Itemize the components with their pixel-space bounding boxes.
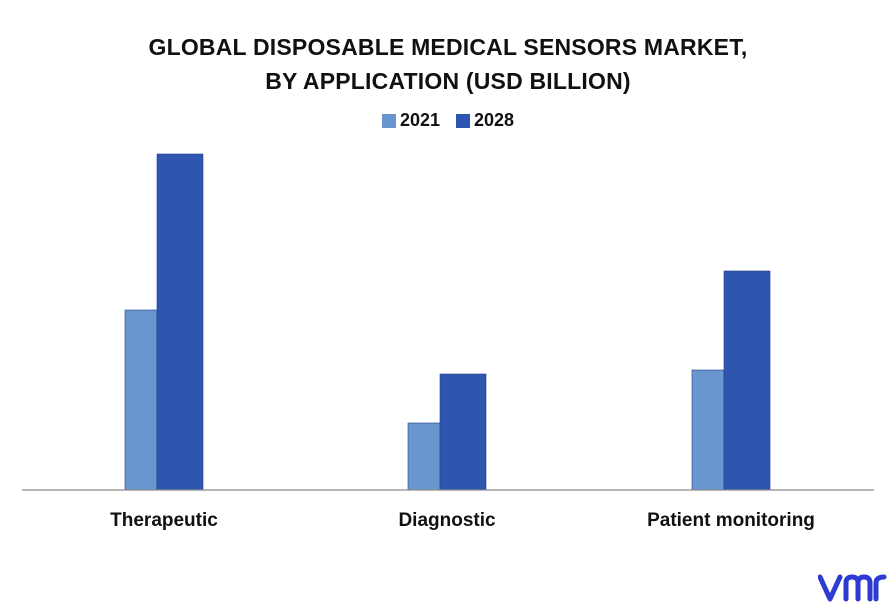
bar-2021-therapeutic <box>124 309 158 491</box>
vmr-logo-icon <box>817 569 890 610</box>
category-label-therapeutic: Therapeutic <box>110 510 218 531</box>
bar-2021-diagnostic <box>407 422 441 491</box>
chart-legend: 2021 2028 <box>0 110 896 131</box>
legend-item-2028: 2028 <box>456 110 514 131</box>
legend-label-2021: 2021 <box>399 110 440 130</box>
bar-2028-diagnostic <box>439 373 487 491</box>
category-labels: Therapeutic Diagnostic Patient monitoring <box>110 510 815 531</box>
legend-swatch-2028 <box>456 113 470 128</box>
chart-title-line2: BY APPLICATION (USD BILLION) <box>265 68 631 94</box>
bars-group <box>124 153 771 491</box>
bar-2028-patient-monitoring <box>723 270 771 491</box>
category-label-diagnostic: Diagnostic <box>398 510 496 531</box>
legend-item-2021: 2021 <box>381 110 440 131</box>
chart-title: GLOBAL DISPOSABLE MEDICAL SENSORS MARKET… <box>0 30 896 98</box>
category-label-patient-monitoring: Patient monitoring <box>647 510 815 531</box>
legend-swatch-2021 <box>381 113 396 128</box>
legend-label-2028: 2028 <box>474 110 515 130</box>
bar-2028-therapeutic <box>156 153 204 491</box>
chart-title-line1: GLOBAL DISPOSABLE MEDICAL SENSORS MARKET… <box>148 34 748 60</box>
bar-2021-patient-monitoring <box>691 369 725 491</box>
